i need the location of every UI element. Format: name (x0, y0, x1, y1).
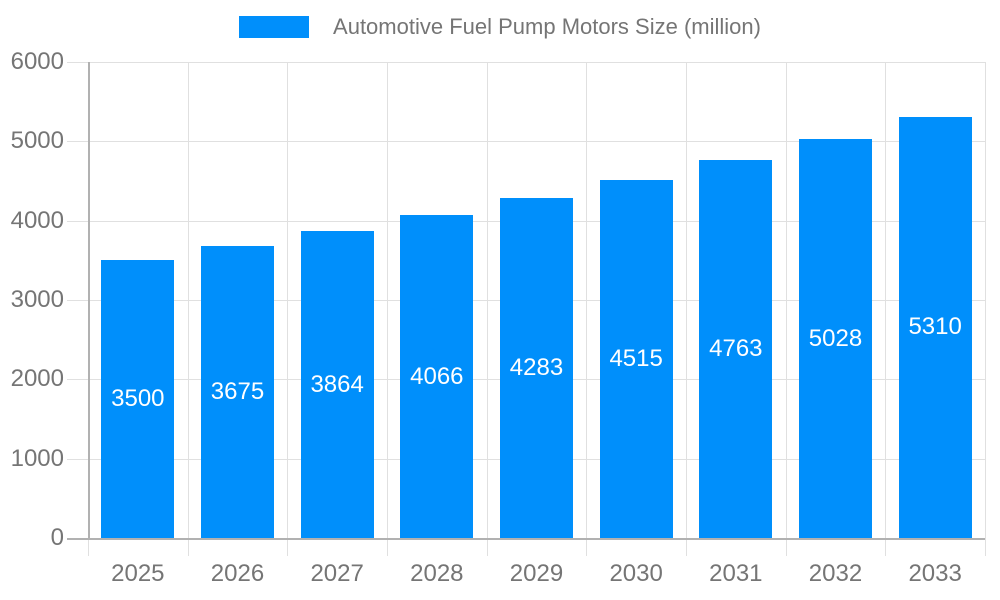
x-axis-tick (785, 538, 787, 556)
x-gridline (885, 62, 887, 538)
bar-value-label: 4066 (410, 362, 464, 390)
y-axis-label: 2000 (10, 365, 64, 393)
x-axis-label: 2025 (111, 560, 165, 587)
bar-value-label: 4515 (609, 344, 663, 372)
bar-value-label: 4283 (509, 354, 564, 382)
x-axis-label: 2026 (210, 560, 265, 587)
y-axis-label: 6000 (10, 48, 64, 75)
x-axis-tick (387, 538, 388, 556)
y-axis-line (88, 62, 90, 538)
bar-2027[interactable] (300, 231, 374, 538)
bar-value-label: 4763 (709, 335, 763, 363)
x-axis-label: 2030 (609, 560, 663, 587)
x-axis-label: 2027 (310, 560, 364, 587)
x-axis-label: 2033 (908, 560, 962, 587)
y-axis-label: 5000 (10, 127, 64, 155)
y-axis-label: 4000 (10, 206, 64, 234)
x-axis-label: 2032 (808, 560, 863, 587)
x-axis-tick (187, 538, 189, 556)
y-axis-tick (67, 458, 88, 460)
y-axis-tick (67, 62, 88, 63)
x-axis-tick (885, 538, 887, 556)
x-gridline (486, 62, 488, 538)
x-axis-label: 2031 (709, 560, 763, 587)
x-gridline (686, 62, 687, 538)
legend: Automotive Fuel Pump Motors Size (millio… (0, 14, 1000, 40)
bar-value-label: 5310 (908, 313, 962, 341)
bar-2028[interactable] (400, 215, 474, 538)
y-axis-tick (67, 141, 88, 143)
x-gridline (287, 62, 289, 538)
y-axis-tick (67, 220, 88, 222)
y-gridline (88, 141, 985, 143)
bar-value-label: 3675 (210, 378, 265, 406)
bar-2033[interactable] (898, 116, 972, 538)
bar-value-label: 5028 (808, 324, 863, 352)
bar-value-label: 3864 (310, 370, 364, 398)
legend-item[interactable]: Automotive Fuel Pump Motors Size (millio… (239, 14, 761, 40)
bar-2029[interactable] (500, 198, 573, 538)
x-axis-tick (287, 538, 289, 556)
x-axis-line (67, 538, 985, 540)
legend-label: Automotive Fuel Pump Motors Size (millio… (333, 14, 761, 39)
x-axis-tick (486, 538, 488, 556)
y-axis-label: 1000 (10, 444, 64, 472)
legend-marker-icon (239, 16, 310, 38)
y-axis-label: 0 (50, 524, 64, 551)
y-gridline (88, 62, 985, 63)
x-axis-tick (985, 538, 986, 556)
bar-2026[interactable] (201, 246, 274, 538)
x-gridline (985, 62, 986, 538)
x-gridline (785, 62, 787, 538)
bar-2030[interactable] (599, 179, 673, 538)
bar-2025[interactable] (101, 260, 175, 538)
y-axis-tick (67, 300, 88, 301)
y-axis-tick (67, 379, 88, 381)
x-axis-tick (686, 538, 687, 556)
x-gridline (586, 62, 588, 538)
x-gridline (387, 62, 388, 538)
x-axis-label: 2028 (410, 560, 464, 587)
bar-2032[interactable] (799, 139, 872, 538)
x-axis-tick (586, 538, 588, 556)
x-gridline (187, 62, 189, 538)
y-axis-label: 3000 (10, 286, 64, 313)
bar-value-label: 3500 (111, 385, 165, 413)
x-axis-tick (88, 538, 89, 556)
bar-2031[interactable] (699, 160, 773, 538)
x-axis-label: 2029 (509, 560, 564, 587)
